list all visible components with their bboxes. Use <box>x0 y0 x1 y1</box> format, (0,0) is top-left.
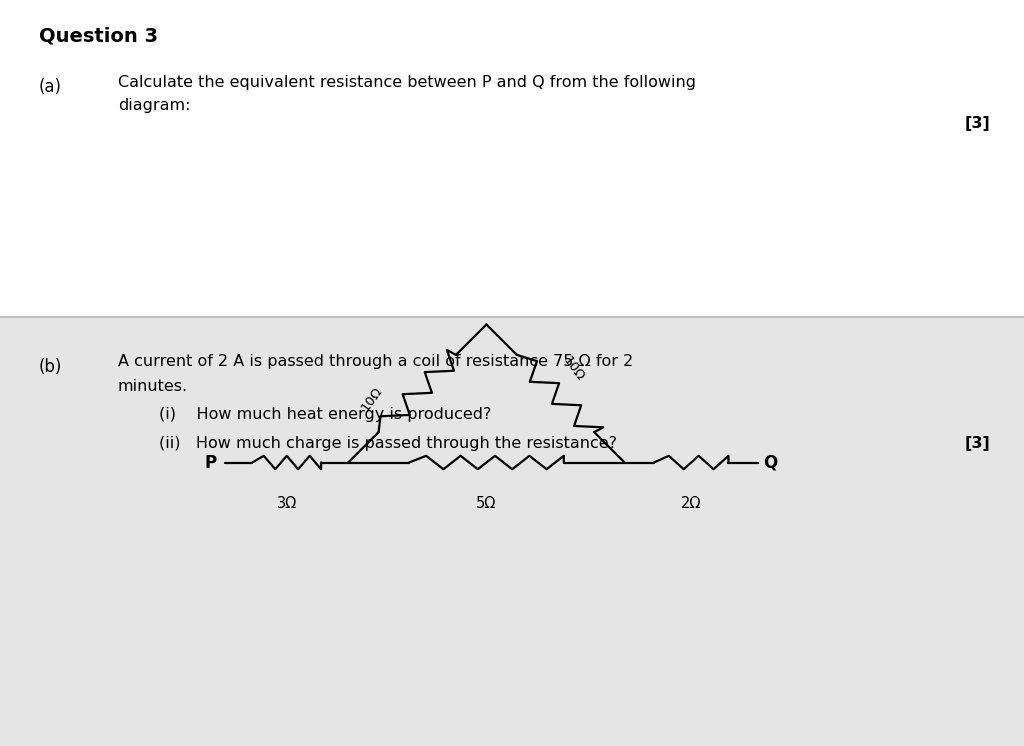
Bar <box>0 317 1024 746</box>
Text: diagram:: diagram: <box>118 98 190 113</box>
Text: P: P <box>205 454 217 471</box>
Text: (b): (b) <box>39 358 62 376</box>
Text: [3]: [3] <box>965 436 990 451</box>
Text: 10Ω: 10Ω <box>560 354 587 383</box>
Text: 5Ω: 5Ω <box>476 496 497 511</box>
Text: Question 3: Question 3 <box>39 26 158 45</box>
Text: 10Ω: 10Ω <box>358 384 385 413</box>
Text: Q: Q <box>763 454 777 471</box>
Text: (a): (a) <box>39 78 61 96</box>
Text: 3Ω: 3Ω <box>276 496 297 511</box>
Text: (i)    How much heat energy is produced?: (i) How much heat energy is produced? <box>159 407 492 421</box>
Bar <box>0 0 1024 317</box>
Text: Calculate the equivalent resistance between P and Q from the following: Calculate the equivalent resistance betw… <box>118 75 695 90</box>
Text: A current of 2 A is passed through a coil of resistance 75 Ω for 2: A current of 2 A is passed through a coi… <box>118 354 633 369</box>
Text: minutes.: minutes. <box>118 379 187 394</box>
Text: (ii)   How much charge is passed through the resistance?: (ii) How much charge is passed through t… <box>159 436 616 451</box>
Text: [3]: [3] <box>965 116 990 131</box>
Text: 2Ω: 2Ω <box>681 496 701 511</box>
